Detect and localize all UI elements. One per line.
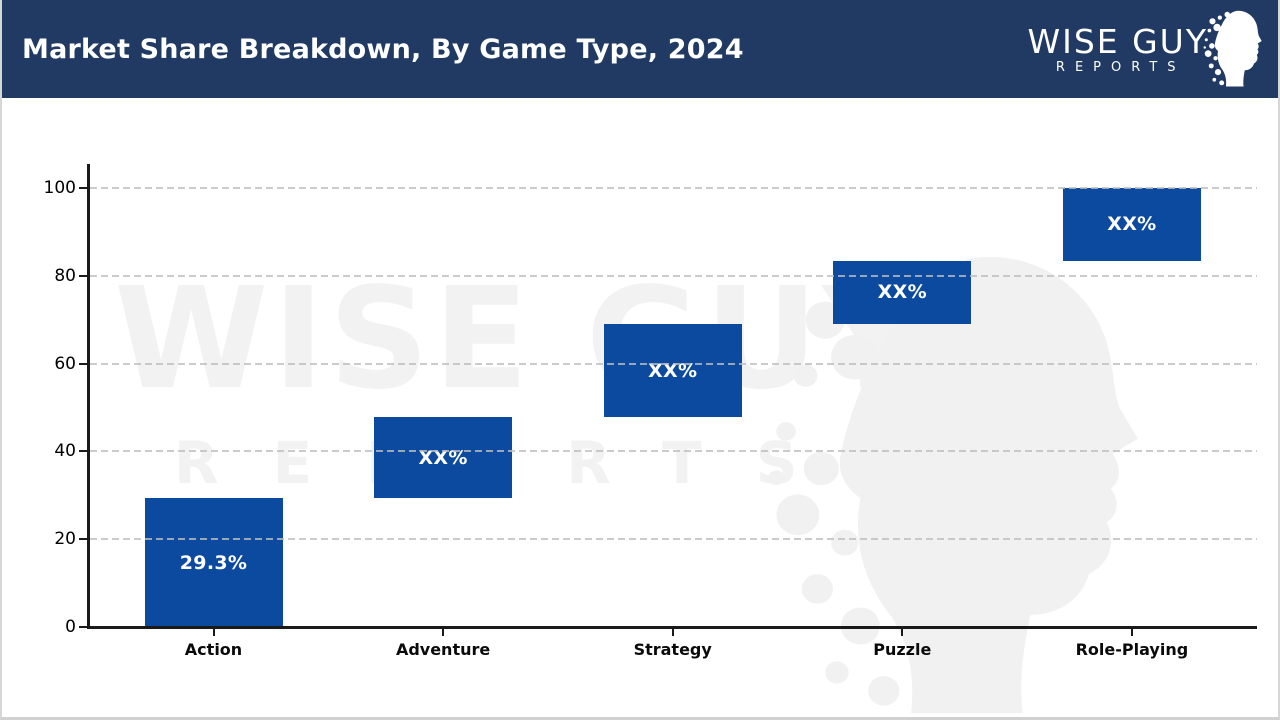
bar-value-label-role-playing: XX% (1107, 213, 1157, 236)
x-tickmark-role-playing (1130, 629, 1133, 636)
gridline-60 (90, 362, 1257, 365)
gridline-20 (90, 538, 1257, 541)
bar-role-playing: XX% (1062, 188, 1201, 261)
bar-action: 29.3% (144, 498, 283, 627)
gridline-100 (90, 187, 1257, 189)
y-tick-label-100: 100 (43, 178, 76, 198)
y-tick-label-80: 80 (54, 265, 76, 286)
bar-value-label-action: 29.3% (179, 551, 248, 574)
y-tickmark-0 (79, 626, 87, 628)
bar-value-label-puzzle: XX% (877, 281, 927, 304)
chart-header: Market Share Breakdown, By Game Type, 20… (2, 0, 1278, 98)
bar-value-label-strategy: XX% (648, 359, 698, 382)
gridline-40 (90, 450, 1257, 453)
logo-line-reports: REPORTS (1055, 59, 1186, 75)
y-tick-label-60: 60 (54, 353, 76, 374)
gridline-80 (90, 274, 1257, 277)
x-tickmark-puzzle (901, 629, 904, 636)
x-axis-spine (87, 626, 1257, 629)
x-category-label-adventure: Adventure (395, 640, 491, 659)
head-profile-logo-icon (1203, 10, 1262, 87)
chart-canvas: WISE GUY REPORTS 0 20 40 60 80 100 29.3% Action… (2, 98, 1278, 717)
y-tickmark-40 (79, 450, 87, 453)
x-category-label-puzzle: Puzzle (873, 640, 932, 659)
y-axis-spine (87, 164, 90, 629)
wise-guy-reports-logo: WISE GUY REPORTS (1027, 9, 1268, 89)
y-tickmark-100 (79, 187, 87, 189)
x-tickmark-strategy (671, 629, 674, 636)
y-tickmark-20 (79, 538, 87, 541)
watermark-wise-guy: WISE GUY (114, 258, 928, 421)
x-tickmark-adventure (442, 629, 445, 636)
bar-adventure: XX% (374, 417, 513, 499)
x-tickmark-action (212, 629, 215, 636)
x-category-label-strategy: Strategy (633, 640, 712, 659)
y-tick-label-40: 40 (54, 441, 76, 462)
bar-strategy: XX% (603, 324, 742, 418)
plot-area: 0 20 40 60 80 100 29.3% Action XX% Adventure XX% St… (2, 98, 1278, 717)
y-tickmark-60 (79, 362, 87, 365)
logo-wordmark: WISE GUY REPORTS (1027, 25, 1208, 74)
x-category-label-action: Action (184, 640, 243, 659)
y-tick-label-0: 0 (65, 617, 76, 637)
logo-line-wise-guy: WISE GUY (1027, 21, 1208, 61)
x-category-label-role-playing: Role-Playing (1075, 640, 1189, 659)
bar-puzzle: XX% (833, 260, 972, 325)
y-tick-label-20: 20 (54, 529, 76, 550)
y-tickmark-80 (79, 274, 87, 277)
chart-title: Market Share Breakdown, By Game Type, 20… (22, 33, 744, 65)
